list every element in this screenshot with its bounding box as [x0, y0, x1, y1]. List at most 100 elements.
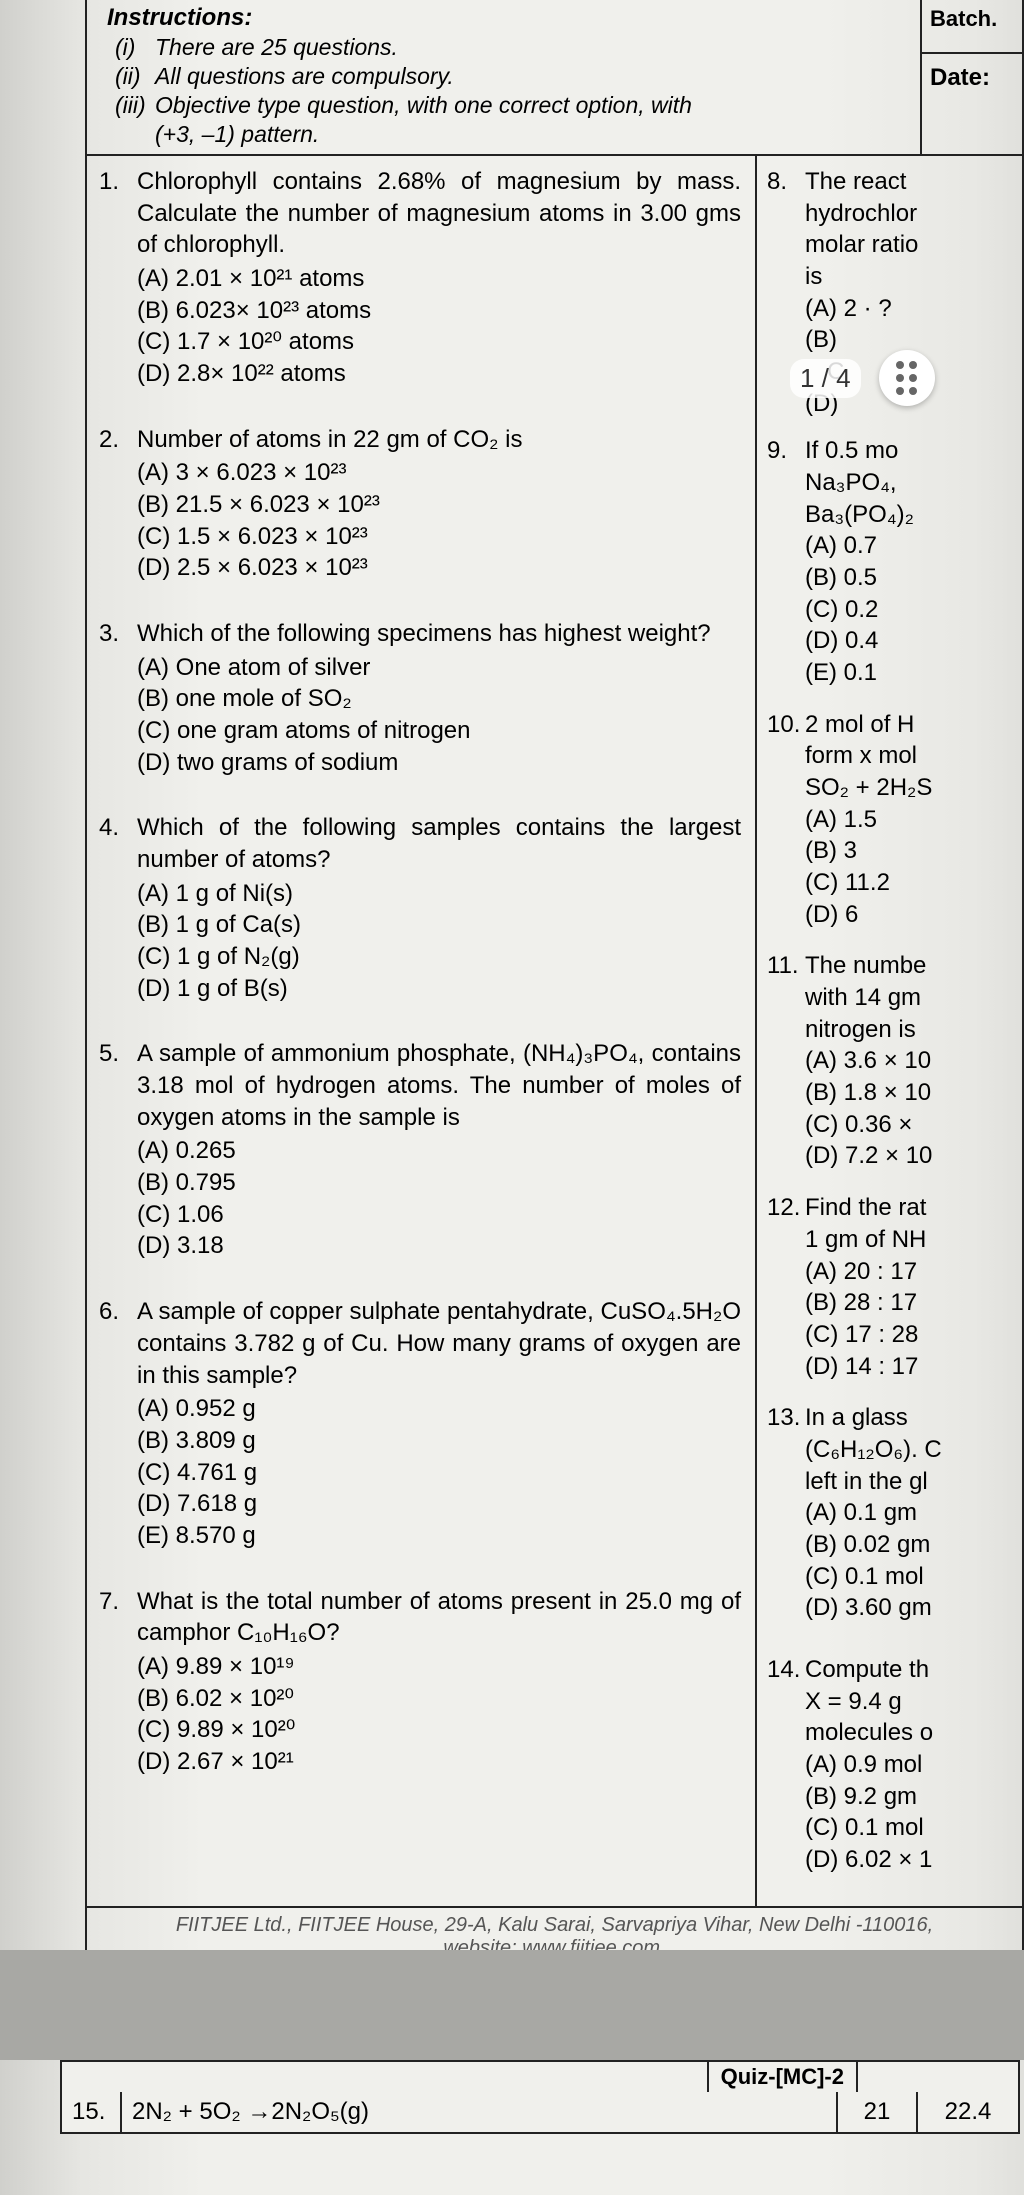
question-5: 5. A sample of ammonium phosphate, (NH₄)… — [95, 1038, 747, 1262]
question-3: 3. Which of the following specimens has … — [95, 618, 747, 778]
q12-c: (C) 17 : 28 — [805, 1319, 1012, 1351]
q1-opt-a: (A) 2.01 × 10²¹ atoms — [137, 263, 741, 295]
q12-l1: Find the rat — [805, 1192, 1012, 1224]
q8-l3: molar ratio — [805, 229, 1012, 261]
q9-e: (E) 0.1 — [805, 657, 1012, 689]
q12-num: 12. — [763, 1192, 805, 1382]
question-13: 13. In a glass (C₆H₁₂O₆). C left in the … — [763, 1402, 1018, 1624]
q13-b: (B) 0.02 gm — [805, 1529, 1012, 1561]
question-14: 14. Compute th X = 9.4 g molecules o (A)… — [763, 1654, 1018, 1876]
q13-l2: (C₆H₁₂O₆). C — [805, 1434, 1012, 1466]
menu-dots-button[interactable] — [879, 350, 935, 406]
q11-d: (D) 7.2 × 10 — [805, 1140, 1012, 1172]
question-12: 12. Find the rat 1 gm of NH (A) 20 : 17 … — [763, 1192, 1018, 1382]
q9-d: (D) 0.4 — [805, 625, 1012, 657]
q11-b: (B) 1.8 × 10 — [805, 1077, 1012, 1109]
q6-num: 6. — [95, 1296, 137, 1551]
q14-a: (A) 0.9 mol — [805, 1749, 1012, 1781]
q10-l2: form x mol — [805, 740, 1012, 772]
q3-body: Which of the following specimens has hig… — [137, 618, 747, 778]
worksheet: Instructions: (i) There are 25 questions… — [85, 0, 1024, 1972]
dots-icon — [896, 361, 917, 395]
question-11: 11. The numbe with 14 gm nitrogen is (A)… — [763, 950, 1018, 1172]
q8-l1: The react — [805, 166, 1012, 198]
q9-body: If 0.5 mo Na₃PO₄, Ba₃(PO₄)₂ (A) 0.7 (B) … — [805, 435, 1018, 688]
date-label: Date: — [922, 54, 1022, 154]
q6-opt-b: (B) 3.809 g — [137, 1425, 741, 1457]
q2-opt-c: (C) 1.5 × 6.023 × 10²³ — [137, 521, 741, 553]
q11-l2: with 14 gm — [805, 982, 1012, 1014]
q8-l2: hydrochlor — [805, 198, 1012, 230]
q11-a: (A) 3.6 × 10 — [805, 1045, 1012, 1077]
q10-num: 10. — [763, 709, 805, 931]
q11-c: (C) 0.36 × — [805, 1109, 1012, 1141]
q2-num: 2. — [95, 424, 137, 584]
q5-opt-c: (C) 1.06 — [137, 1199, 741, 1231]
q3-num: 3. — [95, 618, 137, 778]
q6-text: A sample of copper sulphate pentahydrate… — [137, 1298, 741, 1388]
q13-d: (D) 3.60 gm — [805, 1592, 1012, 1624]
q1-num: 1. — [95, 166, 137, 390]
q7-opt-d: (D) 2.67 × 10²¹ — [137, 1746, 741, 1778]
q1-opt-d: (D) 2.8× 10²² atoms — [137, 358, 741, 390]
q8-l4: is — [805, 261, 1012, 293]
page-indicator-overlay: 1 / 4 — [790, 350, 935, 406]
q14-body: Compute th X = 9.4 g molecules o (A) 0.9… — [805, 1654, 1018, 1876]
question-7: 7. What is the total number of atoms pre… — [95, 1586, 747, 1778]
q5-opt-d: (D) 3.18 — [137, 1230, 741, 1262]
q14-d: (D) 6.02 × 1 — [805, 1844, 1012, 1876]
q15-num: 15. — [62, 2092, 122, 2132]
q9-l2: Na₃PO₄, — [805, 467, 1012, 499]
instruction-3-num: (iii) — [107, 92, 155, 119]
q5-opt-a: (A) 0.265 — [137, 1135, 741, 1167]
q3-opt-c: (C) one gram atoms of nitrogen — [137, 715, 741, 747]
footer-line-1: FIITJEE Ltd., FIITJEE House, 29-A, Kalu … — [97, 1914, 1012, 1937]
q11-l3: nitrogen is — [805, 1014, 1012, 1046]
q9-num: 9. — [763, 435, 805, 688]
q2-opt-a: (A) 3 × 6.023 × 10²³ — [137, 457, 741, 489]
question-9: 9. If 0.5 mo Na₃PO₄, Ba₃(PO₄)₂ (A) 0.7 (… — [763, 435, 1018, 688]
q3-text: Which of the following specimens has hig… — [137, 620, 711, 647]
instruction-1-num: (i) — [107, 34, 155, 61]
q12-d: (D) 14 : 17 — [805, 1351, 1012, 1383]
instruction-2-text: All questions are compulsory. — [155, 63, 454, 90]
question-2: 2. Number of atoms in 22 gm of CO₂ is (A… — [95, 424, 747, 584]
batch-label: Batch. — [922, 0, 1022, 54]
instruction-3: (iii) Objective type question, with one … — [107, 92, 912, 119]
question-4: 4. Which of the following samples contai… — [95, 812, 747, 1004]
instructions-title: Instructions: — [107, 4, 912, 32]
q11-body: The numbe with 14 gm nitrogen is (A) 3.6… — [805, 950, 1018, 1172]
q7-opt-b: (B) 6.02 × 10²⁰ — [137, 1683, 741, 1715]
q15-c1: 21 — [838, 2092, 918, 2132]
q12-body: Find the rat 1 gm of NH (A) 20 : 17 (B) … — [805, 1192, 1018, 1382]
q10-l1: 2 mol of H — [805, 709, 1012, 741]
q14-b: (B) 9.2 gm — [805, 1781, 1012, 1813]
instructions-box: Instructions: (i) There are 25 questions… — [87, 0, 1022, 156]
q3-opt-b: (B) one mole of SO₂ — [137, 683, 741, 715]
q14-l1: Compute th — [805, 1654, 1012, 1686]
q8-a: (A) 2 · ? — [805, 293, 1012, 325]
q12-a: (A) 20 : 17 — [805, 1256, 1012, 1288]
q13-c: (C) 0.1 mol — [805, 1561, 1012, 1593]
q6-opt-c: (C) 4.761 g — [137, 1457, 741, 1489]
q13-l1: In a glass — [805, 1402, 1012, 1434]
instructions: Instructions: (i) There are 25 questions… — [87, 0, 922, 154]
instruction-2: (ii) All questions are compulsory. — [107, 63, 912, 90]
q4-body: Which of the following samples contains … — [137, 812, 747, 1004]
q1-text: Chlorophyll contains 2.68% of magnesium … — [137, 168, 741, 258]
q6-opt-e: (E) 8.570 g — [137, 1520, 741, 1552]
page-gap — [0, 1950, 1024, 2060]
q13-body: In a glass (C₆H₁₂O₆). C left in the gl (… — [805, 1402, 1018, 1624]
q5-body: A sample of ammonium phosphate, (NH₄)₃PO… — [137, 1038, 747, 1262]
q9-l1: If 0.5 mo — [805, 435, 1012, 467]
question-1: 1. Chlorophyll contains 2.68% of magnesi… — [95, 166, 747, 390]
q7-opt-c: (C) 9.89 × 10²⁰ — [137, 1714, 741, 1746]
q6-opt-d: (D) 7.618 g — [137, 1488, 741, 1520]
page-2-fragment: Quiz-[MC]-2 15. 2N₂ + 5O₂ →2N₂O₅(g) 21 2… — [60, 2060, 1020, 2134]
page-2-row: 15. 2N₂ + 5O₂ →2N₂O₅(g) 21 22.4 — [62, 2092, 1018, 2134]
q13-l3: left in the gl — [805, 1466, 1012, 1498]
question-10: 10. 2 mol of H form x mol SO₂ + 2H₂S (A)… — [763, 709, 1018, 931]
q14-l3: molecules o — [805, 1717, 1012, 1749]
instruction-1-text: There are 25 questions. — [155, 34, 398, 61]
q13-num: 13. — [763, 1402, 805, 1624]
